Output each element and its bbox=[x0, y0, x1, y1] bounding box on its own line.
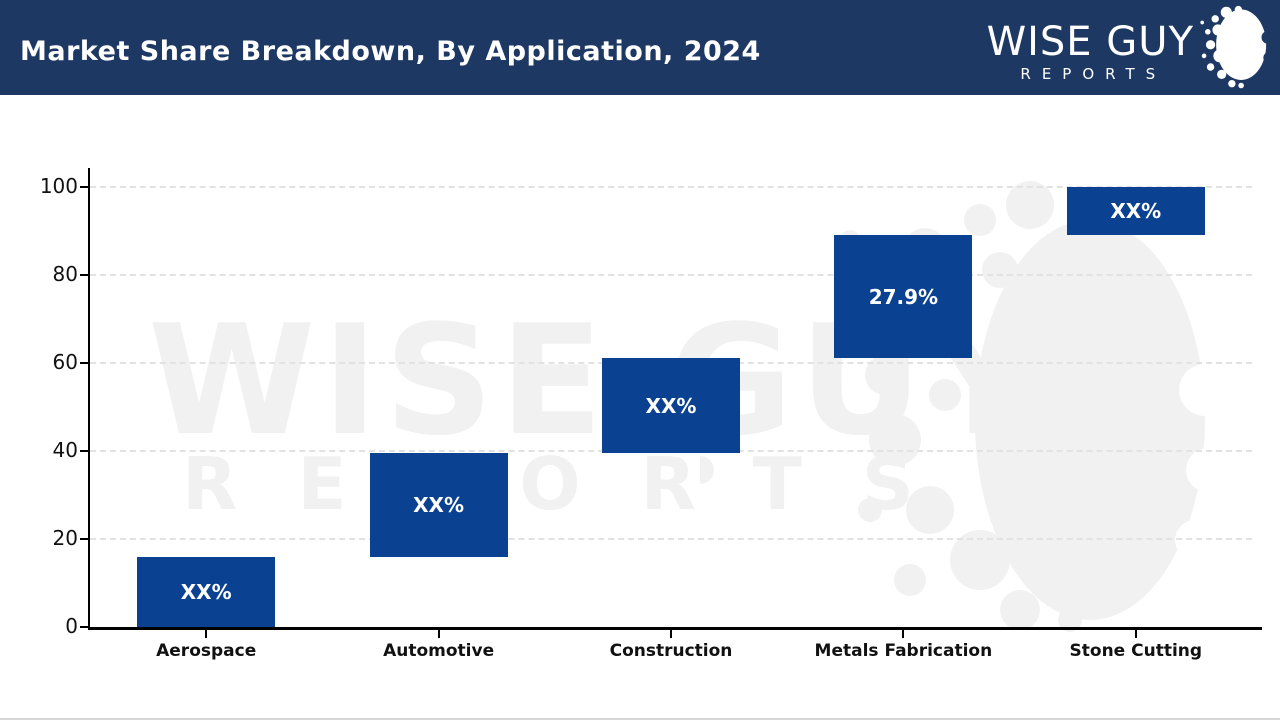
brand-logo-text: WISE GUY REPORTS bbox=[987, 20, 1194, 83]
x-tick-mark bbox=[670, 630, 672, 638]
bar-metals-fabrication: 27.9% bbox=[834, 235, 973, 359]
gridline-20 bbox=[90, 538, 1252, 540]
page-title: Market Share Breakdown, By Application, … bbox=[20, 36, 761, 67]
bar-stone-cutting: XX% bbox=[1066, 187, 1205, 236]
chart-area: 0 20 40 60 80 100 XX% Aerospace XX% Automotive XX%… bbox=[0, 95, 1280, 680]
watermark-head-icon bbox=[700, 181, 1231, 632]
head-profile-logo-icon bbox=[1200, 5, 1268, 89]
y-tick-label: 0 bbox=[65, 614, 78, 638]
x-tick-mark bbox=[437, 630, 440, 638]
x-tick-mark bbox=[205, 630, 208, 638]
bottom-border bbox=[0, 718, 1280, 720]
bar-value-label: XX% bbox=[1110, 199, 1162, 224]
x-tick-mark bbox=[902, 630, 905, 638]
brand-subname: REPORTS bbox=[1020, 64, 1167, 83]
y-tick-mark bbox=[80, 538, 89, 540]
y-tick-label: 40 bbox=[52, 438, 78, 462]
bar-automotive: XX% bbox=[369, 453, 508, 557]
brand-name: WISE GUY bbox=[986, 18, 1194, 65]
x-tick-mark bbox=[1134, 630, 1137, 638]
bar-value-label: XX% bbox=[645, 393, 697, 418]
x-category-label: Stone Cutting bbox=[1069, 641, 1203, 661]
y-tick-mark bbox=[80, 274, 89, 276]
x-category-label: Automotive bbox=[383, 641, 495, 661]
gridline-80 bbox=[90, 274, 1252, 276]
y-tick-mark bbox=[80, 186, 89, 188]
bar-value-label: 27.9% bbox=[868, 284, 939, 309]
y-tick-mark bbox=[80, 362, 89, 364]
y-axis-line bbox=[88, 168, 90, 630]
bar-aerospace: XX% bbox=[137, 556, 276, 627]
y-tick-label: 20 bbox=[52, 526, 78, 550]
x-axis-line bbox=[88, 627, 1262, 630]
y-tick-mark bbox=[80, 626, 89, 628]
y-tick-label: 60 bbox=[52, 350, 78, 374]
x-category-label: Construction bbox=[609, 641, 733, 661]
y-tick-label: 80 bbox=[52, 262, 78, 286]
y-tick-label: 100 bbox=[39, 174, 78, 198]
watermark-subtext: REPORTS bbox=[182, 442, 974, 526]
bar-construction: XX% bbox=[602, 358, 740, 454]
gridline-100 bbox=[90, 186, 1252, 188]
brand-logo: WISE GUY REPORTS bbox=[987, 4, 1268, 92]
bar-value-label: XX% bbox=[180, 579, 232, 604]
bar-value-label: XX% bbox=[413, 492, 465, 517]
y-tick-mark bbox=[80, 450, 89, 452]
header-bar: Market Share Breakdown, By Application, … bbox=[0, 0, 1280, 95]
x-category-label: Metals Fabrication bbox=[814, 641, 993, 661]
x-category-label: Aerospace bbox=[156, 641, 257, 661]
